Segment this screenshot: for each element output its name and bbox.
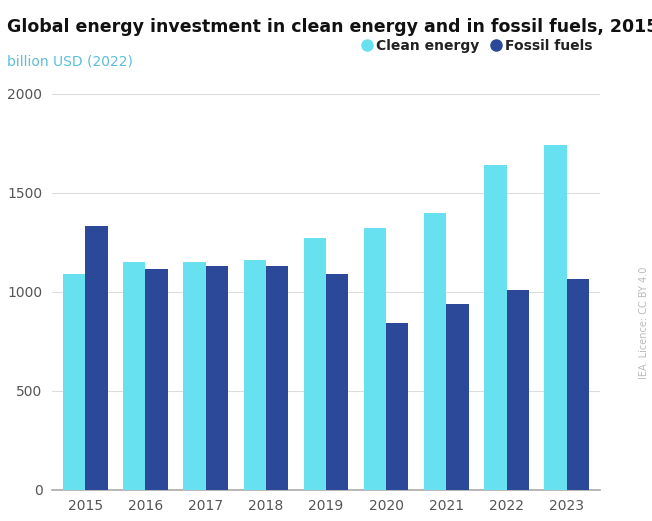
- Bar: [145, 269, 168, 490]
- Bar: [484, 165, 507, 490]
- Bar: [447, 304, 469, 490]
- Text: IEA. Licence: CC BY 4.0: IEA. Licence: CC BY 4.0: [639, 267, 649, 379]
- Legend: Clean energy, Fossil fuels: Clean energy, Fossil fuels: [363, 40, 593, 53]
- Bar: [326, 274, 348, 490]
- Bar: [364, 228, 386, 490]
- Bar: [386, 324, 408, 490]
- Bar: [205, 266, 228, 490]
- Text: Global energy investment in clean energy and in fossil fuels, 2015-2023: Global energy investment in clean energy…: [7, 18, 652, 36]
- Bar: [85, 227, 108, 490]
- Bar: [544, 145, 567, 490]
- Bar: [63, 274, 85, 490]
- Bar: [244, 260, 266, 490]
- Bar: [266, 266, 288, 490]
- Bar: [507, 290, 529, 490]
- Bar: [424, 213, 447, 490]
- Bar: [123, 262, 145, 490]
- Bar: [304, 238, 326, 490]
- Bar: [567, 279, 589, 490]
- Bar: [183, 262, 205, 490]
- Text: billion USD (2022): billion USD (2022): [7, 55, 132, 69]
